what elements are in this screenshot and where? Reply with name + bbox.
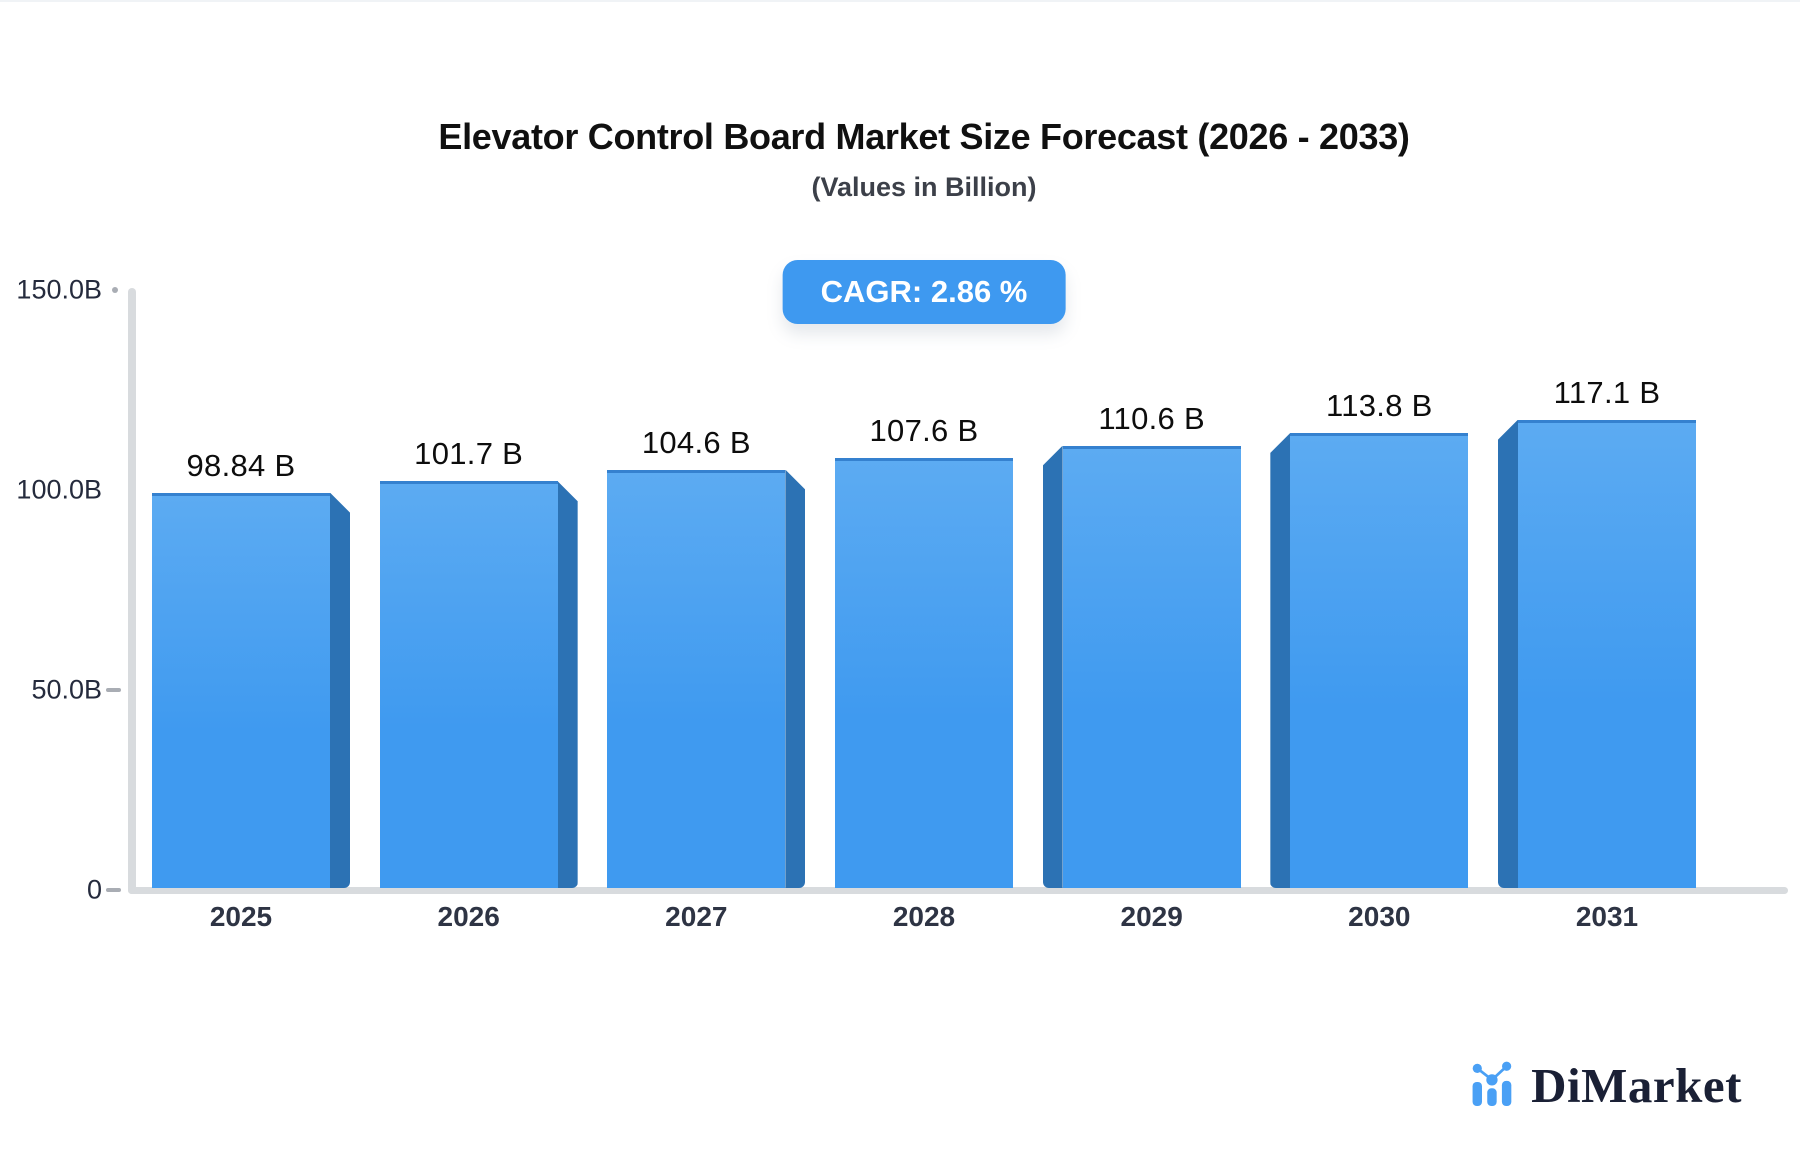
x-axis-label: 2029 xyxy=(1120,901,1183,932)
bar-value-label: 104.6 B xyxy=(641,424,751,460)
cagr-badge: CAGR: 2.86 % xyxy=(782,260,1066,324)
bar-3d-side xyxy=(1042,445,1063,888)
brand-logo-text: DiMarket xyxy=(1531,1058,1742,1113)
x-axis-label: 2031 xyxy=(1575,901,1639,932)
bar-value-label: 117.1 B xyxy=(1553,374,1661,410)
x-axis-line xyxy=(128,887,1788,894)
bar xyxy=(835,457,1013,888)
chart-subtitle: (Values in Billion) xyxy=(811,172,1037,202)
bar-value-label: 98.84 B xyxy=(186,447,296,483)
brand-logo: DiMarket xyxy=(1471,1057,1742,1114)
bar-value-label: 113.8 B xyxy=(1325,387,1433,423)
bar-3d-side xyxy=(785,469,806,888)
x-axis-label: 2027 xyxy=(665,901,728,932)
bar-3d-side xyxy=(557,481,578,888)
y-axis-tick-label: 50.0B xyxy=(31,674,102,705)
bar xyxy=(152,492,330,888)
bar xyxy=(1518,419,1696,888)
bar-3d-side xyxy=(1270,432,1291,888)
bar-value-label: 101.7 B xyxy=(414,436,524,472)
bar-value-label: 110.6 B xyxy=(1098,400,1205,436)
x-axis-label: 2026 xyxy=(437,901,500,932)
y-axis-tick-label: 0 xyxy=(86,874,102,905)
y-axis-tick-label: 150.0B xyxy=(16,274,102,305)
y-axis-tick-mark xyxy=(112,287,118,293)
bar-3d-side xyxy=(1498,419,1518,888)
bar xyxy=(607,469,786,888)
bar xyxy=(379,481,558,888)
y-axis-tick-label: 100.0B xyxy=(16,474,102,505)
x-axis-label: 2030 xyxy=(1348,901,1411,932)
y-axis-line xyxy=(128,288,136,894)
bar-3d-side xyxy=(330,492,350,888)
bar-value-label: 107.6 B xyxy=(869,412,979,448)
y-axis-tick-mark xyxy=(106,888,121,892)
x-axis-label: 2025 xyxy=(209,901,273,932)
y-axis-tick-mark xyxy=(106,688,121,692)
bar-chart-logo-icon xyxy=(1471,1059,1515,1112)
bar xyxy=(1290,432,1469,888)
x-axis-label: 2028 xyxy=(892,901,956,932)
bar xyxy=(1062,445,1241,888)
chart-title: Elevator Control Board Market Size Forec… xyxy=(438,116,1410,157)
